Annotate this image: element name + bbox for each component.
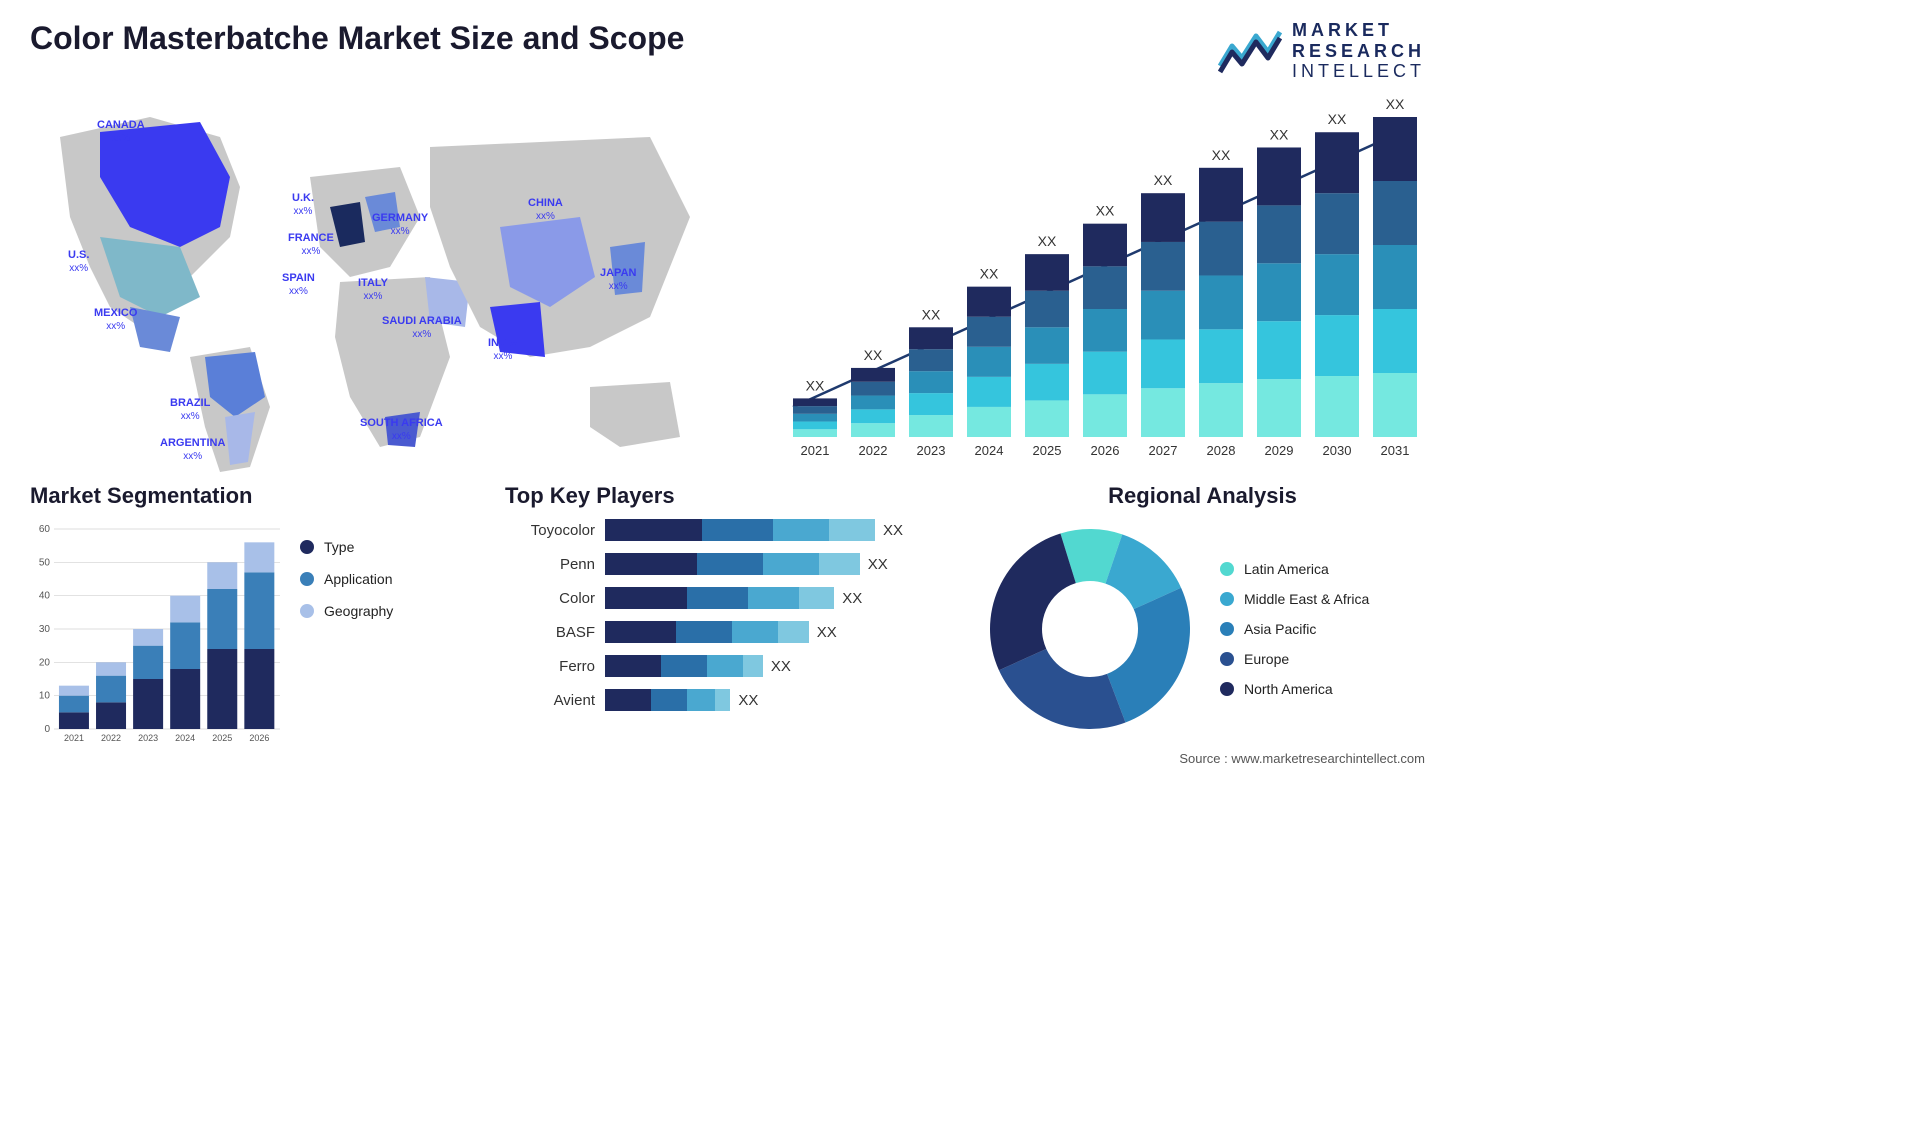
player-value: XX [771,658,791,675]
players-title: Top Key Players [505,483,950,509]
regional-section: Regional Analysis Latin America Middle Ea… [980,483,1425,749]
svg-text:40: 40 [39,591,51,602]
map-label: GERMANYxx% [372,212,428,238]
svg-text:30: 30 [39,624,51,635]
player-label: Ferro [505,658,595,675]
svg-text:50: 50 [39,557,51,568]
svg-text:2028: 2028 [1207,443,1236,458]
svg-text:2026: 2026 [249,733,269,743]
regional-title: Regional Analysis [980,483,1425,509]
svg-text:2021: 2021 [801,443,830,458]
player-label: Penn [505,556,595,573]
regional-legend: Latin America Middle East & Africa Asia Pa… [1220,561,1369,697]
svg-text:2026: 2026 [1091,443,1120,458]
player-label: BASF [505,624,595,641]
player-row: XX [605,655,950,677]
svg-text:XX: XX [980,266,999,282]
legend-item: Type [300,539,393,555]
svg-text:2021: 2021 [64,733,84,743]
segmentation-chart-icon: 0 10 20 30 40 50 60 2021 2022 2023 2024 2025 2026 [30,519,280,749]
map-label: CANADAxx% [97,119,145,145]
player-value: XX [738,692,758,709]
svg-text:2025: 2025 [1033,443,1062,458]
svg-text:2025: 2025 [212,733,232,743]
legend-item: Europe [1220,651,1369,667]
logo-line1: MARKET [1292,20,1425,41]
brand-logo: MARKET RESEARCH INTELLECT [1218,20,1425,82]
svg-text:XX: XX [806,377,825,393]
svg-text:2024: 2024 [975,443,1004,458]
map-label: CHINAxx% [528,197,563,223]
legend-item: North America [1220,681,1369,697]
svg-text:2029: 2029 [1265,443,1294,458]
forecast-chart: XX 2021 XX 2022 XX 2023 XX 2024 XX 2025 XX 2026 XX 20… [765,97,1425,477]
svg-text:0: 0 [44,724,50,735]
map-label: U.K.xx% [292,192,314,218]
player-label: Toyocolor [505,522,595,539]
svg-text:XX: XX [1154,172,1173,188]
svg-text:XX: XX [1386,97,1405,112]
player-value: XX [842,590,862,607]
svg-text:2022: 2022 [859,443,888,458]
map-label: FRANCExx% [288,232,334,258]
forecast-bars-icon: XX 2021 XX 2022 XX 2023 XX 2024 XX 2025 XX 2026 XX 20… [765,97,1425,477]
player-row: XX [605,587,950,609]
players-section: Top Key Players Toyocolor Penn Color BASF Fe… [505,483,950,749]
map-label: ITALYxx% [358,277,388,303]
player-row: XX [605,519,950,541]
svg-text:XX: XX [1096,203,1115,219]
segmentation-title: Market Segmentation [30,483,475,509]
player-label: Color [505,590,595,607]
player-value: XX [883,522,903,539]
player-label: Avient [505,692,595,709]
legend-item: Geography [300,603,393,619]
map-label: ARGENTINAxx% [160,437,225,463]
svg-text:2030: 2030 [1323,443,1352,458]
map-label: U.S.xx% [68,249,89,275]
legend-item: Asia Pacific [1220,621,1369,637]
player-value: XX [817,624,837,641]
legend-item: Latin America [1220,561,1369,577]
map-label: JAPANxx% [600,267,636,293]
svg-text:XX: XX [1212,147,1231,163]
player-value: XX [868,556,888,573]
svg-text:2023: 2023 [917,443,946,458]
logo-icon [1218,26,1282,76]
map-label: SOUTH AFRICAxx% [360,417,443,443]
segmentation-legend: Type Application Geography [300,539,393,749]
svg-text:10: 10 [39,691,51,702]
player-bars: XX XX XX XX XX XX [605,519,950,711]
legend-item: Application [300,571,393,587]
svg-text:XX: XX [1270,127,1289,143]
source-attribution: Source : www.marketresearchintellect.com [30,751,1425,766]
world-map-panel: CANADAxx% U.S.xx% MEXICOxx% BRAZILxx% ARGENT… [30,97,735,477]
svg-text:XX: XX [864,347,883,363]
player-row: XX [605,689,950,711]
map-label: INDIAxx% [488,337,518,363]
svg-text:XX: XX [922,306,941,322]
svg-text:XX: XX [1328,111,1347,127]
svg-text:2022: 2022 [101,733,121,743]
map-label: SAUDI ARABIAxx% [382,315,462,341]
svg-text:60: 60 [39,524,51,535]
svg-text:20: 20 [39,657,51,668]
player-labels: Toyocolor Penn Color BASF Ferro Avient [505,519,595,711]
player-row: XX [605,553,950,575]
segmentation-section: Market Segmentation 0 10 20 30 40 50 60 2021 202… [30,483,475,749]
svg-text:2031: 2031 [1381,443,1410,458]
svg-text:2023: 2023 [138,733,158,743]
donut-chart-icon [980,519,1200,739]
svg-text:XX: XX [1038,233,1057,249]
map-label: MEXICOxx% [94,307,137,333]
map-label: BRAZILxx% [170,397,210,423]
svg-text:2027: 2027 [1149,443,1178,458]
player-row: XX [605,621,950,643]
legend-item: Middle East & Africa [1220,591,1369,607]
map-label: SPAINxx% [282,272,315,298]
page-title: Color Masterbatche Market Size and Scope [30,20,684,57]
logo-line3: INTELLECT [1292,61,1425,82]
svg-text:2024: 2024 [175,733,195,743]
logo-line2: RESEARCH [1292,41,1425,62]
